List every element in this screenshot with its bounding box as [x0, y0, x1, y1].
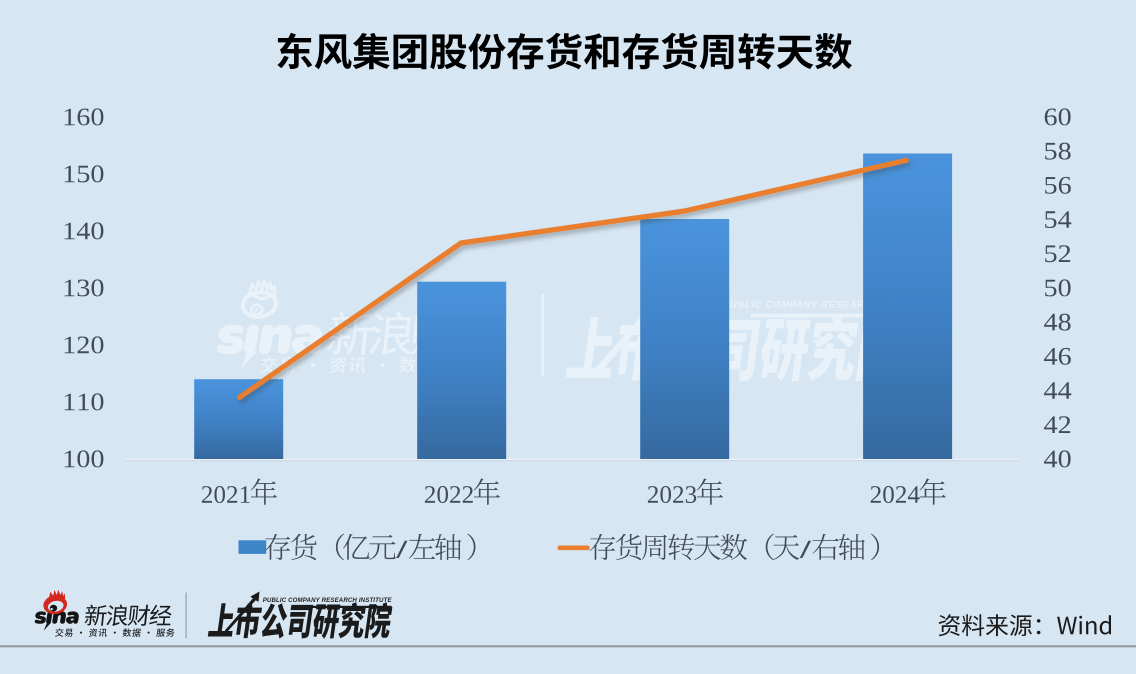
svg-text:PUBLIC COMPANY RESEARCH INSTIT: PUBLIC COMPANY RESEARCH INSTITUTE: [723, 300, 938, 311]
svg-text:PUBLIC COMPANY RESEARCH INSTIT: PUBLIC COMPANY RESEARCH INSTITUTE: [263, 597, 393, 604]
